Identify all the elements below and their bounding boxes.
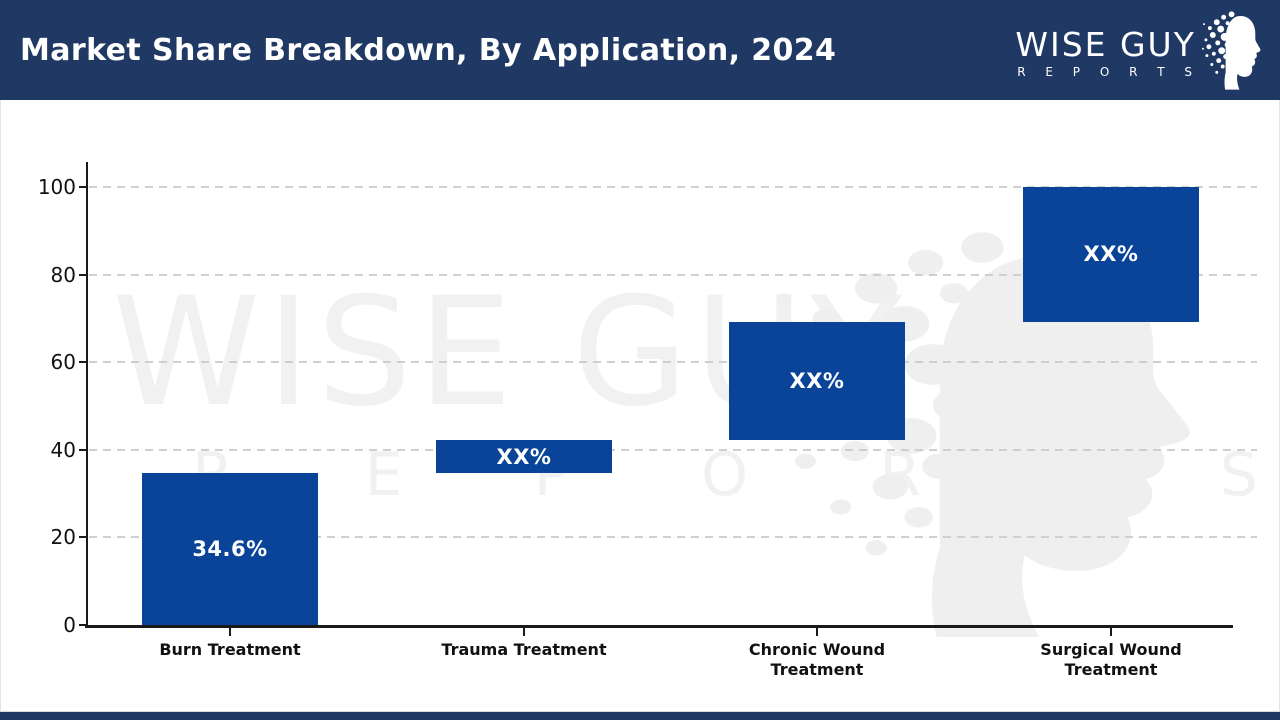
x-axis-line [85, 625, 1233, 628]
brand-name: WISE GUY [1015, 25, 1196, 64]
y-axis-tick-label: 40 [50, 437, 76, 462]
y-tick-mark [79, 448, 86, 451]
y-tick-mark [79, 186, 86, 188]
bar-segment: XX% [729, 321, 905, 441]
bar-segment: 34.6% [142, 473, 318, 625]
brand-logo-text: WISE GUY R E P O R T S [1011, 28, 1200, 78]
y-axis-tick-label: 0 [63, 613, 76, 637]
x-axis-category-label: Trauma Treatment [441, 640, 607, 659]
bar-value-label: XX% [1083, 242, 1139, 267]
brand-logo: WISE GUY R E P O R T S [1011, 9, 1266, 91]
x-axis-category-label: Surgical Wound Treatment [1040, 640, 1182, 679]
x-tick-mark [523, 628, 525, 636]
bar-value-label: XX% [789, 369, 845, 394]
x-tick-mark [816, 628, 818, 636]
left-edge-line [0, 100, 1, 712]
y-axis-tick-label: 80 [50, 262, 76, 287]
x-axis-category-label: Chronic Wound Treatment [748, 640, 886, 679]
gridline [89, 536, 1257, 539]
y-axis-tick-label: 100 [37, 175, 76, 199]
bar-segment: XX% [1023, 187, 1199, 322]
bar-segment: XX% [436, 440, 612, 474]
gridline [89, 361, 1257, 364]
bar-value-label: 34.6% [192, 537, 268, 562]
dotted-head-profile-icon [1202, 11, 1261, 90]
y-axis-tick-label: 60 [50, 350, 76, 375]
y-axis-tick-label: 20 [50, 525, 76, 550]
x-axis-category-label: Burn Treatment [159, 640, 301, 659]
x-tick-mark [229, 628, 231, 636]
bottom-hairline [0, 711, 1280, 712]
gridline [89, 186, 1257, 188]
header-bar: Market Share Breakdown, By Application, … [0, 0, 1280, 100]
y-tick-mark [79, 361, 86, 364]
y-tick-mark [79, 273, 86, 276]
footer-bar [0, 712, 1280, 720]
brand-reports: R E P O R T S [1017, 65, 1200, 79]
y-axis-line [86, 162, 88, 628]
y-tick-mark [79, 536, 86, 539]
gridline [89, 273, 1257, 276]
x-tick-mark [1110, 628, 1112, 636]
y-tick-mark [79, 624, 86, 626]
gridline [89, 448, 1257, 451]
bar-value-label: XX% [496, 444, 552, 469]
chart-title: Market Share Breakdown, By Application, … [20, 32, 837, 68]
